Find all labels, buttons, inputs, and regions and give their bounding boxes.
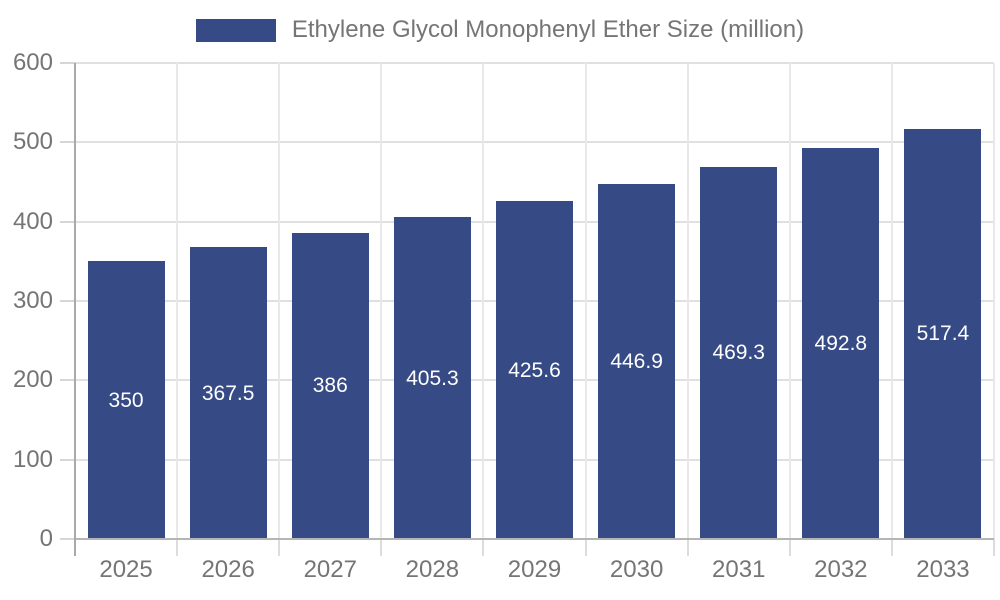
x-gridline [993, 63, 995, 539]
x-axis-label: 2033 [916, 556, 970, 583]
x-gridline [278, 63, 281, 539]
x-axis-tick [686, 539, 689, 556]
y-axis-tick [60, 538, 75, 540]
x-gridline [890, 63, 893, 539]
bar-value-label: 367.5 [201, 381, 255, 405]
y-axis-tick [60, 141, 75, 144]
x-axis-tick [788, 539, 791, 556]
y-axis-tick [60, 62, 75, 64]
x-gridline [788, 63, 791, 539]
bar-value-label: 386 [312, 374, 348, 398]
bar: 386 [291, 232, 369, 539]
legend-label: Ethylene Glycol Monophenyl Ether Size (m… [291, 16, 805, 43]
bar: 350 [87, 261, 165, 539]
x-gridline [482, 63, 485, 539]
y-axis-tick [60, 379, 75, 382]
x-axis-tick [380, 539, 383, 556]
y-axis-line [74, 63, 76, 556]
x-axis-tick [482, 539, 485, 556]
bar: 492.8 [802, 148, 880, 539]
y-axis-label: 500 [12, 128, 53, 156]
y-axis-label: 0 [39, 525, 53, 552]
y-axis-label: 100 [12, 445, 53, 473]
plot-area: 0 100 200 300 400 500 600 350 2025 367.5 2026 386 20… [13, 51, 995, 582]
y-gridline [75, 62, 994, 64]
y-gridline [75, 141, 994, 144]
legend-swatch [195, 18, 276, 42]
bar: 367.5 [189, 247, 267, 539]
bar-value-label: 492.8 [814, 332, 868, 356]
bar-value-label: 517.4 [916, 322, 970, 346]
x-axis-label: 2027 [303, 556, 357, 583]
x-gridline [380, 63, 383, 539]
bar: 425.6 [495, 201, 574, 539]
legend-item[interactable]: Ethylene Glycol Monophenyl Ether Size (m… [0, 16, 1000, 44]
bar-value-label: 350 [108, 388, 144, 412]
x-axis-label: 2031 [712, 556, 766, 583]
y-axis-label: 300 [12, 287, 53, 314]
x-axis-label: 2029 [507, 556, 562, 583]
x-axis-label: 2025 [99, 556, 153, 583]
x-axis-tick [176, 539, 179, 556]
bar-value-label: 405.3 [406, 366, 459, 390]
y-axis-tick [60, 220, 75, 223]
x-gridline [584, 63, 587, 539]
bar-value-label: 425.6 [508, 358, 561, 382]
y-gridline [75, 538, 994, 540]
x-axis-tick [584, 539, 587, 556]
x-axis-label: 2032 [814, 556, 868, 583]
bar: 469.3 [700, 166, 778, 539]
x-axis-label: 2030 [609, 556, 664, 583]
bar: 517.4 [904, 128, 982, 539]
x-axis-tick [993, 539, 995, 556]
bar: 405.3 [393, 217, 471, 539]
bar-value-label: 469.3 [712, 341, 765, 365]
bar: 446.9 [598, 184, 676, 539]
x-axis-tick [890, 539, 893, 556]
y-axis-label: 600 [12, 49, 53, 76]
x-gridline [686, 63, 689, 539]
x-axis-label: 2026 [201, 556, 255, 583]
y-axis-tick [60, 458, 75, 461]
y-axis-tick [60, 300, 75, 302]
bar-value-label: 446.9 [610, 350, 663, 374]
x-axis-label: 2028 [405, 556, 460, 583]
y-axis-label: 200 [12, 366, 53, 394]
x-axis-tick [278, 539, 281, 556]
x-gridline [176, 63, 179, 539]
y-axis-label: 400 [12, 207, 53, 235]
